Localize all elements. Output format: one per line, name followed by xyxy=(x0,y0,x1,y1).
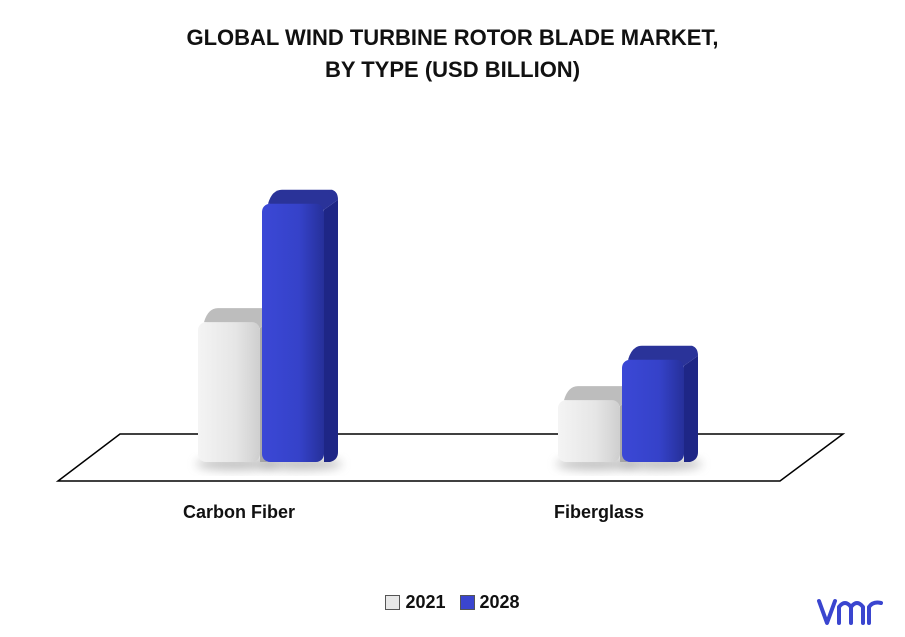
legend-swatch-2021 xyxy=(385,595,401,610)
chart-title-line-2: BY TYPE (USD BILLION) xyxy=(324,57,581,82)
legend-item-2021: 2021 xyxy=(385,592,446,613)
legend-item-2028: 2028 xyxy=(459,592,520,613)
legend-label-2021: 2021 xyxy=(405,592,446,612)
legend-label-2028: 2028 xyxy=(479,592,520,612)
category-label-carbon-fiber: Carbon Fiber xyxy=(183,502,295,522)
chart-floor xyxy=(55,433,846,482)
category-label-fiberglass: Fiberglass xyxy=(554,502,644,522)
bar-carbon-fiber-2028 xyxy=(260,189,342,470)
category-labels: Carbon Fiber Fiberglass xyxy=(183,502,644,522)
bars-layer xyxy=(196,189,702,470)
bar-fiberglass-2028 xyxy=(620,345,702,470)
legend: 2021 2028 xyxy=(0,592,905,613)
chart-title-line-1: GLOBAL WIND TURBINE ROTOR BLADE MARKET, xyxy=(186,25,719,50)
vmr-logo xyxy=(817,599,883,625)
legend-swatch-2028 xyxy=(459,595,475,610)
chart-title: GLOBAL WIND TURBINE ROTOR BLADE MARKET, … xyxy=(0,22,905,86)
